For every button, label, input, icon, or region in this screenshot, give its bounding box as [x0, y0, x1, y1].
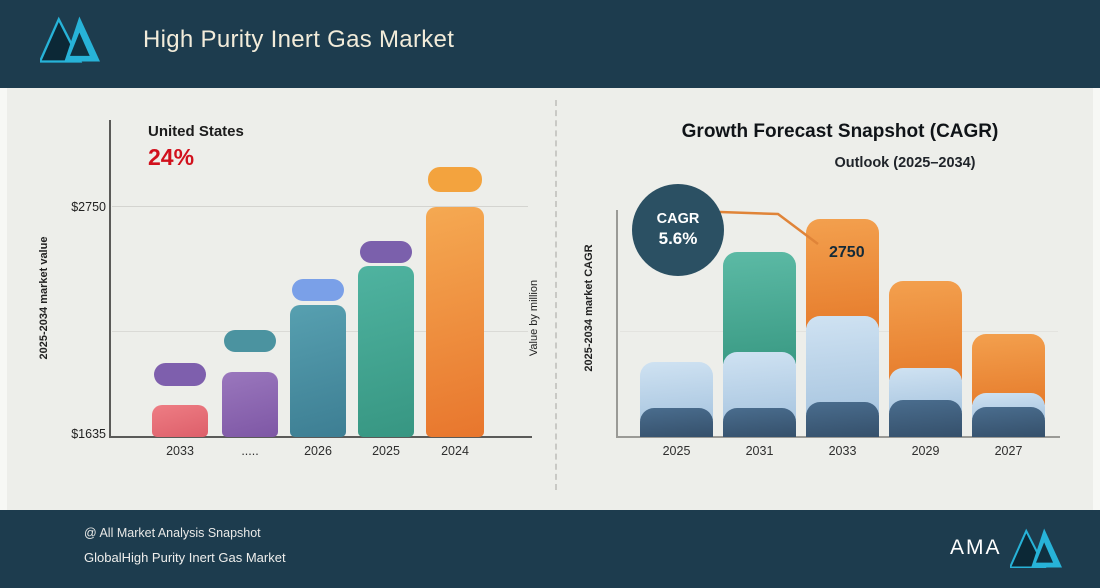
right-chart-subtitle: Outlook (2025–2034)	[834, 155, 976, 171]
left-chart-cap-.....	[224, 330, 276, 352]
page-title: High Purity Inert Gas Market	[143, 26, 455, 53]
left-chart-growth-value: 24%	[148, 144, 195, 170]
right-chart-segment-2029-top	[889, 281, 962, 380]
right-chart-xlabel-2029: 2029	[911, 444, 940, 458]
footer-brand-text: AMA	[950, 536, 1002, 559]
cagr-badge-label: CAGR	[656, 211, 700, 227]
y-tick-2750: $2750	[71, 200, 106, 214]
left-chart-xlabel-2026: 2026	[304, 444, 332, 458]
right-chart-xlabel-2033: 2033	[828, 444, 857, 458]
right-chart-title: Growth Forecast Snapshot (CAGR)	[681, 121, 999, 142]
left-chart-xlabel-2033: 2033	[166, 444, 194, 458]
left-chart-cap-2033	[154, 363, 206, 386]
right-chart-segment-2029-base	[889, 400, 962, 437]
right-chart-xlabel-2027: 2027	[994, 444, 1023, 458]
footer-ama-logo-icon	[1010, 528, 1062, 568]
right-y-axis	[616, 210, 618, 438]
content-edge-left	[0, 88, 7, 510]
left-y-axis-label: 2025-2034 market value	[38, 236, 50, 360]
left-chart-xlabel-2025: 2025	[372, 444, 400, 458]
left-x-axis	[109, 436, 532, 438]
right-x-axis	[616, 436, 1060, 438]
right-chart-segment-2033-base	[806, 402, 879, 437]
bar-value-annotation: 2750	[829, 244, 865, 261]
footer-market-name: GlobalHigh Purity Inert Gas Market	[84, 550, 286, 565]
left-chart-cap-2024	[428, 167, 482, 192]
panel-divider	[555, 100, 557, 490]
left-chart-right-axis-label: Value by million	[528, 279, 540, 357]
right-chart-segment-2025-base	[640, 408, 713, 437]
left-chart-region-label: United States	[148, 123, 244, 140]
left-y-axis	[109, 120, 111, 438]
left-chart-cap-2025	[360, 241, 412, 263]
right-chart-segment-2027-base	[972, 407, 1045, 437]
left-chart-cap-2026	[292, 279, 344, 301]
left-chart-xlabel-2024: 2024	[441, 444, 469, 458]
left-chart-bar-2025	[358, 266, 414, 437]
left-chart-bar-2026	[290, 305, 346, 437]
right-chart-segment-2031-top	[723, 252, 796, 364]
right-chart-xlabel-2031: 2031	[745, 444, 774, 458]
left-chart-bar-2033	[152, 405, 208, 437]
right-chart-segment-2033-top	[806, 219, 879, 328]
left-chart-bar-2024	[426, 207, 484, 437]
y-tick-1635: $1635	[71, 427, 106, 441]
footer-tagline: @ All Market Analysis Snapshot	[84, 526, 261, 540]
right-chart-segment-2031-base	[723, 408, 796, 437]
content-edge-right	[1093, 88, 1100, 510]
right-y-axis-label: 2025-2034 market CAGR	[583, 244, 595, 372]
gridline-2750	[112, 206, 528, 207]
right-chart-xlabel-2025: 2025	[662, 444, 691, 458]
footer-band: @ All Market Analysis Snapshot GlobalHig…	[0, 510, 1100, 588]
ama-logo-icon	[40, 16, 100, 63]
right-chart-segment-2033-mid	[806, 316, 879, 414]
header-band: High Purity Inert Gas Market	[0, 0, 1100, 88]
left-chart-xlabel-.....: .....	[241, 444, 259, 458]
cagr-badge: CAGR 5.6%	[632, 184, 724, 276]
left-chart-bar-.....	[222, 372, 278, 437]
cagr-badge-value: 5.6%	[658, 229, 698, 248]
